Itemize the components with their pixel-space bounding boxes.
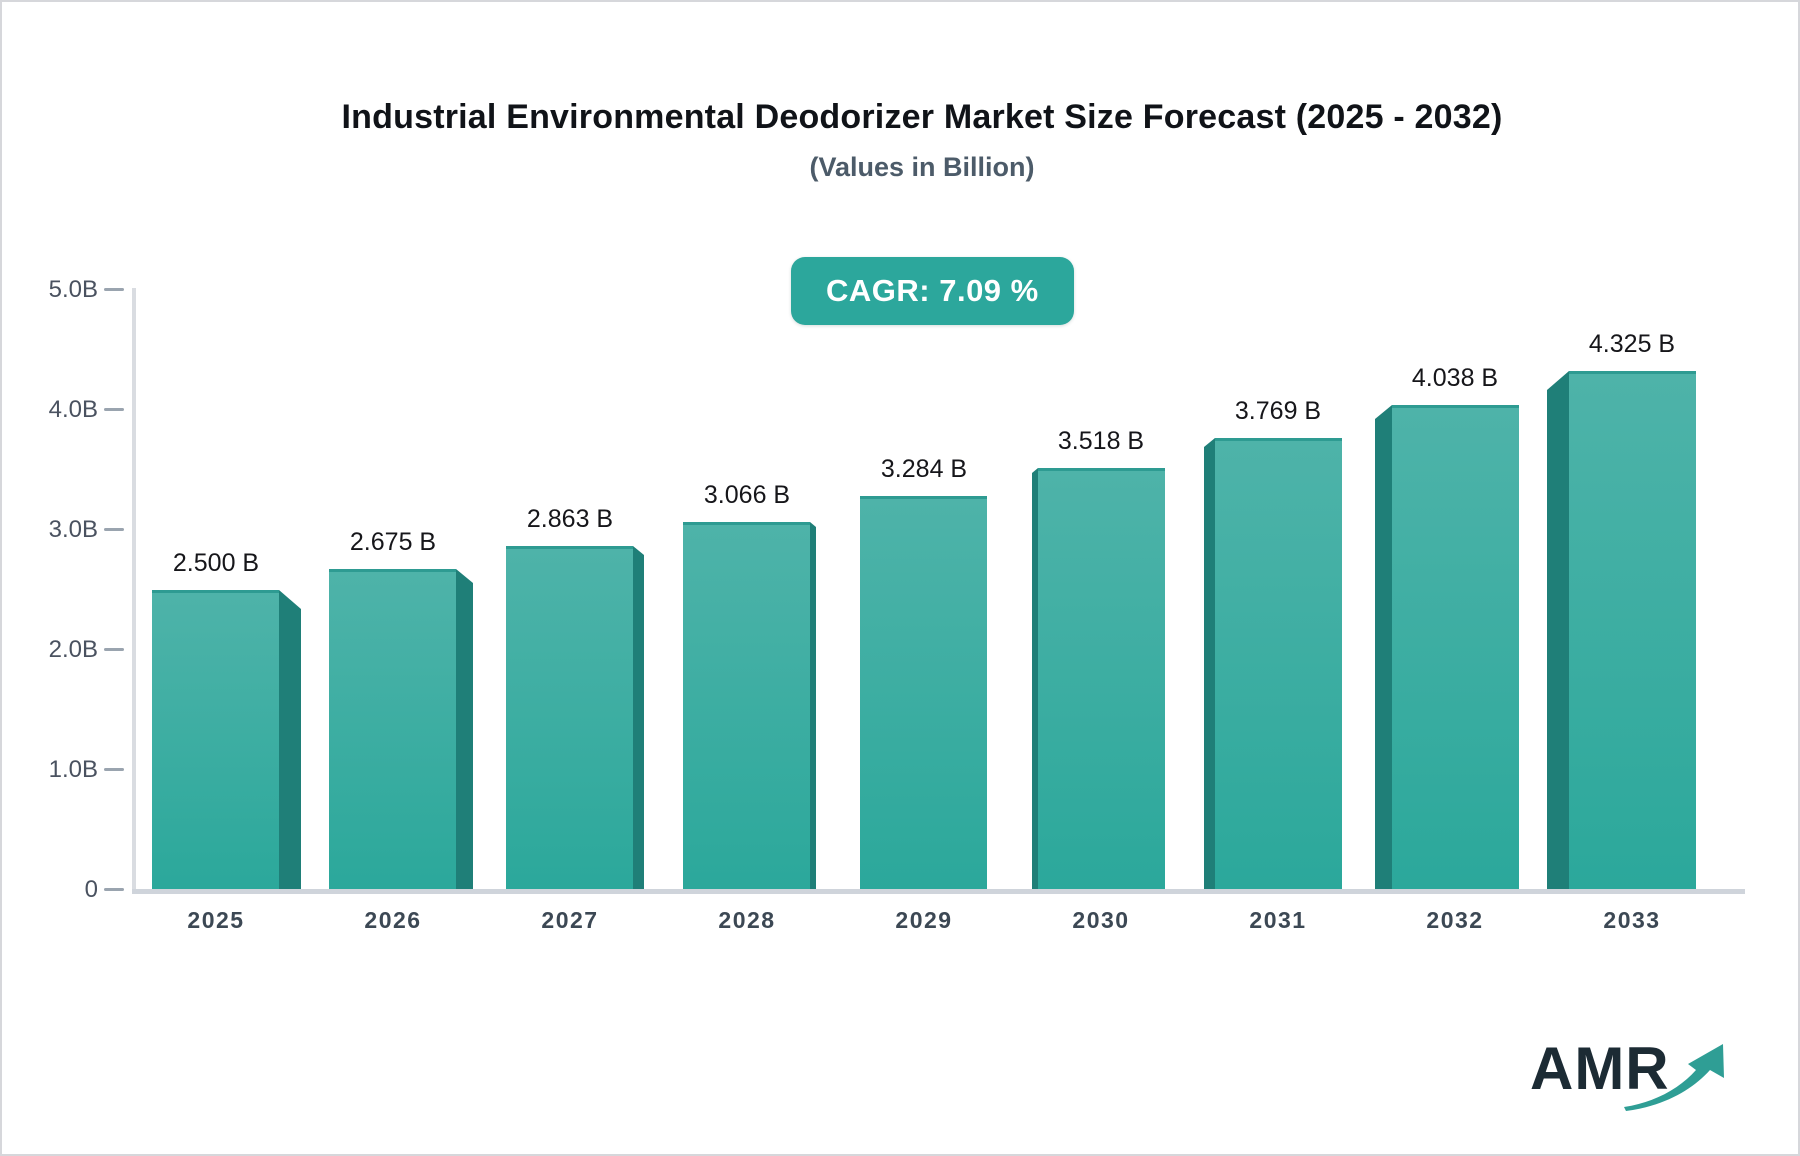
x-tick-label: 2029 bbox=[895, 907, 953, 933]
bar-value-label: 3.066 B bbox=[703, 481, 791, 509]
bar-front-face bbox=[1569, 371, 1696, 890]
y-tick-label: 3.0B bbox=[48, 516, 98, 543]
bar-side-face bbox=[1204, 438, 1215, 890]
trend-up-arrow-icon bbox=[1624, 1044, 1724, 1111]
bar-value-label: 2.675 B bbox=[349, 528, 437, 556]
bar-front-face bbox=[1392, 405, 1519, 890]
bar-front-face bbox=[1038, 468, 1165, 890]
x-tick-label: 2025 bbox=[187, 907, 245, 933]
y-tick-label: 4.0B bbox=[48, 396, 98, 423]
bar-value-label: 4.038 B bbox=[1411, 364, 1499, 392]
amr-logo-text: AMR bbox=[1530, 1035, 1670, 1102]
y-axis-line bbox=[132, 288, 136, 889]
y-tick-label: 2.0B bbox=[48, 636, 98, 663]
y-tick-label: 0 bbox=[84, 876, 98, 903]
bar-side-face bbox=[1547, 371, 1569, 890]
bar-value-label: 3.769 B bbox=[1234, 397, 1322, 425]
chart-title: Industrial Environmental Deodorizer Mark… bbox=[341, 98, 1503, 136]
x-tick-label: 2033 bbox=[1603, 907, 1661, 933]
bar-front-face bbox=[860, 496, 987, 890]
bar-value-label: 2.500 B bbox=[172, 549, 260, 577]
x-tick-label: 2032 bbox=[1426, 907, 1484, 933]
bar-side-face bbox=[279, 590, 301, 890]
bar-side-face bbox=[1032, 468, 1038, 890]
bar-front-face bbox=[506, 546, 633, 890]
y-tick-label: 1.0B bbox=[48, 756, 98, 783]
bar-value-label: 2.863 B bbox=[526, 505, 614, 533]
bar-side-face bbox=[633, 546, 644, 890]
bar-front-face bbox=[683, 522, 810, 890]
cagr-badge: CAGR: 7.09 % bbox=[791, 257, 1074, 325]
y-tick-mark bbox=[104, 288, 124, 291]
x-tick-label: 2031 bbox=[1249, 907, 1307, 933]
chart-subtitle: (Values in Billion) bbox=[809, 152, 1035, 182]
y-tick-mark bbox=[104, 528, 124, 531]
bar-value-label: 3.284 B bbox=[880, 455, 968, 483]
bar-side-face bbox=[456, 569, 473, 890]
bar-value-label: 4.325 B bbox=[1588, 330, 1676, 358]
x-tick-label: 2027 bbox=[541, 907, 599, 933]
y-tick-mark bbox=[104, 408, 124, 411]
x-axis-line bbox=[132, 889, 1745, 894]
bar-front-face bbox=[1215, 438, 1342, 890]
y-tick-label: 5.0B bbox=[48, 276, 98, 303]
x-tick-label: 2030 bbox=[1072, 907, 1130, 933]
amr-logo: AMR bbox=[1530, 1034, 1750, 1124]
bar-side-face bbox=[1375, 405, 1392, 890]
bar-front-face bbox=[152, 590, 279, 890]
x-tick-label: 2026 bbox=[364, 907, 422, 933]
y-tick-mark bbox=[104, 648, 124, 651]
bar-value-label: 3.518 B bbox=[1057, 427, 1145, 455]
x-tick-label: 2028 bbox=[718, 907, 776, 933]
y-tick-mark bbox=[104, 768, 124, 771]
y-tick-mark bbox=[104, 888, 124, 891]
bar-side-face bbox=[810, 522, 816, 890]
bar-front-face bbox=[329, 569, 456, 890]
